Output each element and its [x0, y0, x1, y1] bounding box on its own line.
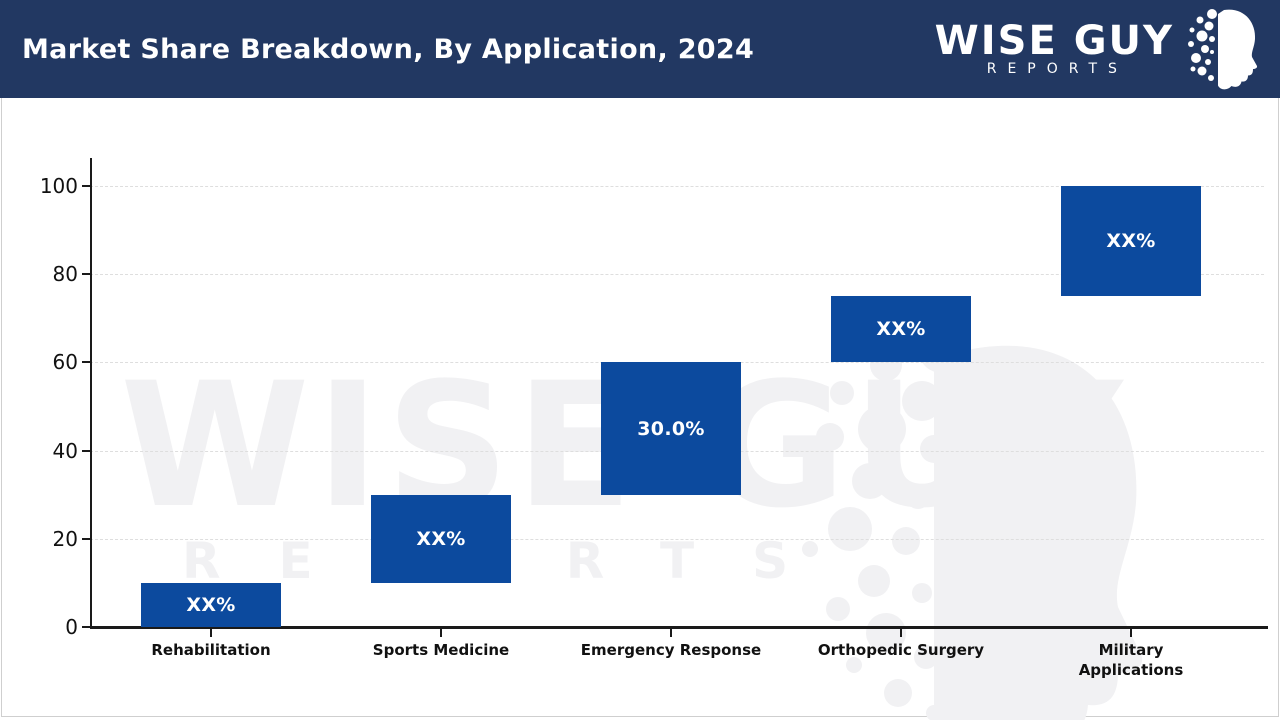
x-tick-label: Military Applications	[1078, 641, 1184, 679]
x-tick-mark	[900, 629, 902, 637]
bar-segment: XX%	[831, 296, 971, 363]
x-tick-mark	[440, 629, 442, 637]
x-tick-mark	[670, 629, 672, 637]
y-tick-label: 20	[52, 526, 78, 551]
chart-panel: WISE GUY REPORTS	[1, 98, 1279, 720]
brand-logo-text: WISE GUY REPORTS	[935, 20, 1174, 77]
bar-segment: XX%	[371, 494, 511, 583]
x-axis-line	[90, 626, 1268, 629]
y-tick-mark	[82, 626, 90, 628]
x-tick-label: Sports Medicine	[372, 641, 510, 659]
y-tick-mark	[82, 273, 90, 276]
brand-head-icon	[1188, 9, 1258, 90]
bar-segment: 30.0%	[601, 362, 741, 495]
y-tick-mark	[82, 361, 90, 364]
gridline	[90, 538, 1264, 540]
gridline	[90, 274, 1264, 276]
x-tick-label: Rehabilitation	[151, 641, 271, 659]
y-tick-label: 60	[52, 350, 78, 375]
x-tick-label: Orthopedic Surgery	[817, 641, 985, 659]
brand-subname: REPORTS	[986, 61, 1128, 78]
y-tick-mark	[82, 537, 90, 540]
y-axis-line	[90, 158, 92, 628]
y-tick-label: 0	[65, 615, 78, 639]
y-tick-label: 100	[39, 174, 78, 198]
page-title: Market Share Breakdown, By Application, …	[22, 33, 755, 65]
bar-value-label: XX%	[186, 593, 236, 616]
gridline	[90, 186, 1264, 187]
y-tick-label: 40	[52, 438, 78, 463]
bar-value-label: XX%	[876, 318, 926, 341]
bar-segment: XX%	[141, 582, 281, 627]
header-bar: Market Share Breakdown, By Application, …	[0, 0, 1280, 98]
bar-value-label: XX%	[416, 527, 466, 550]
bar-value-label: 30.0%	[637, 417, 705, 440]
bar-segment: XX%	[1061, 186, 1201, 297]
y-tick-mark	[82, 449, 90, 452]
brand-logo: WISE GUY REPORTS	[935, 6, 1262, 92]
x-tick-mark	[1130, 629, 1132, 637]
y-tick-mark	[82, 185, 90, 187]
brand-name: WISE GUY	[934, 18, 1174, 65]
bar-value-label: XX%	[1106, 230, 1156, 253]
y-tick-label: 80	[52, 262, 78, 287]
watermark-subtext: REPORTS	[182, 532, 847, 590]
x-tick-mark	[210, 629, 212, 637]
x-tick-label: Emergency Response	[580, 641, 762, 659]
